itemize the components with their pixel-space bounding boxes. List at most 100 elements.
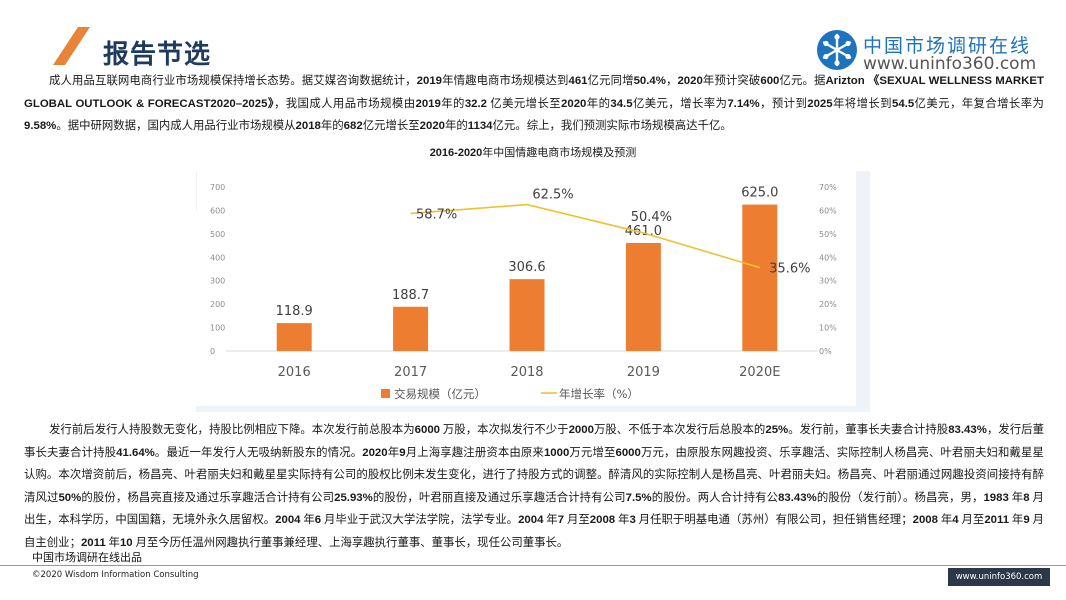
- body-text: 成人用品互联网电商行业市场规模保持增长态势。据艾媒咨询数据统计，: [49, 75, 417, 87]
- y-left-tick-label: 300: [210, 277, 225, 286]
- body-text: 年的: [586, 97, 611, 110]
- emphasis-text: 10: [119, 536, 133, 549]
- emphasis-text: 50.4%: [633, 75, 666, 87]
- body-text: 年: [1008, 491, 1024, 504]
- emphasis-text: 2008: [912, 514, 938, 526]
- bar-value-label: 625.0: [741, 186, 778, 201]
- page-title: 报告节选: [103, 40, 212, 70]
- emphasis-text: 2011: [984, 514, 1010, 526]
- y-left-tick-label: 700: [210, 183, 225, 192]
- bar-2017: [393, 306, 429, 351]
- intro-paragraph: 成人用品互联网电商行业市场规模保持增长态势。据艾媒咨询数据统计， 2019年情趣电…: [24, 70, 1044, 138]
- body-text: 年: [1009, 514, 1024, 526]
- market-size-chart: 0 100 200 300 400 500 600 700 0% 10% 20% 30% 40% 50% 6…: [195, 171, 870, 412]
- body-text: 年的: [440, 97, 465, 110]
- body-text: 。最近一年发行人无吸纳新股东的情况。: [154, 446, 363, 459]
- emphasis-text: 2020: [561, 97, 587, 110]
- bar-2019: [625, 242, 661, 351]
- body-text: 的股份（发行前）。杨昌亮，男，: [816, 491, 984, 504]
- chart-title-year: 2016-2020: [429, 147, 483, 159]
- emphasis-text: 9: [1023, 514, 1030, 526]
- emphasis-text: 34.5: [610, 97, 633, 110]
- issuance-paragraph: 发行前后发行人持股数无变化，持股比例相应下降。本次发行前总股本为6000 万股，…: [24, 419, 1044, 554]
- body-text: 年情趣电商市场规模达到: [442, 75, 569, 87]
- emphasis-text: 2019: [415, 97, 441, 110]
- emphasis-text: 32.2: [464, 97, 488, 110]
- website-link[interactable]: www.uninfo360.com: [948, 568, 1050, 586]
- body-text: ，发行后董事长夫妻合计持股: [24, 424, 1044, 459]
- y-right-tick-label: 70%: [819, 183, 837, 192]
- emphasis-text: 7: [557, 514, 565, 526]
- body-text: 年的: [320, 120, 344, 132]
- emphasis-text: 3: [629, 514, 636, 526]
- copyright-text: ©2020 Wisdom Information Consulting: [32, 570, 199, 580]
- body-text: 年: [387, 446, 400, 459]
- legend-line-label: 年增长率（%）: [559, 387, 639, 401]
- body-text: 年预计突破: [702, 75, 761, 87]
- line-value-label: 35.6%: [769, 262, 810, 277]
- x-tick-label: 2018: [510, 365, 543, 380]
- emphasis-text: Arizton 《SEXUAL WELLNESS MARKET GLOBAL O…: [24, 75, 1044, 110]
- accent-slash-icon: [53, 27, 90, 65]
- chart-svg: 0 100 200 300 400 500 600 700 0% 10% 20% 30% 40% 50% 6…: [195, 171, 870, 412]
- body-text: 年: [615, 514, 630, 526]
- line-value-label: 58.7%: [416, 207, 457, 222]
- line-value-label: 62.5%: [532, 188, 573, 203]
- body-text: 月自主创业；: [24, 514, 1044, 549]
- body-text: 亿元。据: [779, 75, 826, 87]
- y-right-tick-label: 40%: [819, 253, 837, 262]
- emphasis-text: 6000: [414, 424, 440, 436]
- emphasis-text: 2008: [589, 514, 616, 526]
- emphasis-text: 461: [568, 75, 588, 87]
- body-text: 亿美元，增长率为: [632, 97, 728, 110]
- brand-logo[interactable]: 中国市场调研在线 www.uninfo360.com: [816, 29, 1056, 77]
- emphasis-text: 25%: [765, 424, 789, 436]
- body-text: 月上海享趣注册资本由原来: [405, 446, 544, 459]
- body-text: 月至: [564, 514, 590, 526]
- y-right-tick-label: 20%: [819, 300, 837, 309]
- emphasis-text: 2025: [807, 97, 833, 110]
- y-left-tick-label: 0: [210, 347, 215, 356]
- emphasis-text: 1000: [543, 446, 570, 459]
- body-text: 的股份。两人合计持有公: [651, 491, 779, 504]
- x-tick-label: 2017: [394, 365, 427, 380]
- y-left-tick-label: 100: [210, 324, 225, 333]
- bar-2020E: [742, 204, 778, 351]
- bar-value-label: 118.9: [276, 304, 313, 319]
- emphasis-text: 1134: [467, 120, 493, 132]
- emphasis-text: 9: [399, 446, 406, 459]
- line-value-label: 50.4%: [631, 210, 672, 225]
- y-right-tick-label: 10%: [819, 324, 837, 333]
- y-right-tick-label: 0%: [819, 347, 832, 356]
- emphasis-text: 2004: [275, 514, 301, 526]
- emphasis-text: 1983: [983, 491, 1009, 504]
- body-text: ，我国成人用品市场规模由: [273, 97, 416, 110]
- x-tick-label: 2016: [278, 365, 311, 380]
- body-text: 万股、不低于本次发行后总股本的: [593, 424, 766, 436]
- emphasis-text: 682: [343, 120, 363, 132]
- bar-value-label: 188.7: [392, 288, 429, 303]
- bar-2016: [276, 323, 312, 351]
- body-text: 万股，本次拟发行不少于: [440, 424, 569, 436]
- emphasis-text: 83.43%: [948, 424, 987, 436]
- emphasis-text: 50%: [58, 491, 82, 504]
- body-text: 年: [300, 514, 315, 526]
- y-right-tick-label: 50%: [819, 230, 837, 239]
- emphasis-text: 8: [1023, 491, 1030, 504]
- legend-bar-label: 交易规模（亿元）: [394, 387, 486, 401]
- emphasis-text: 41.64%: [116, 446, 155, 459]
- emphasis-text: 2011: [80, 536, 106, 549]
- growth-rate-line: [410, 203, 761, 269]
- body-text: 年: [937, 514, 953, 526]
- body-text: 亿美元，年复合增长率为: [914, 97, 1044, 110]
- y-right-tick-label: 30%: [819, 277, 837, 286]
- emphasis-text: 6000: [615, 446, 641, 459]
- bar-2018: [509, 279, 545, 351]
- emphasis-text: 7.5%: [625, 491, 652, 504]
- y-left-tick-label: 600: [210, 206, 225, 215]
- body-text: 年将增长到: [832, 97, 892, 110]
- logo-url: www.uninfo360.com: [863, 54, 1037, 74]
- logo-snowflake-icon: [817, 30, 857, 70]
- y-right-tick-label: 60%: [819, 206, 837, 215]
- body-text: 万元增至: [569, 446, 616, 459]
